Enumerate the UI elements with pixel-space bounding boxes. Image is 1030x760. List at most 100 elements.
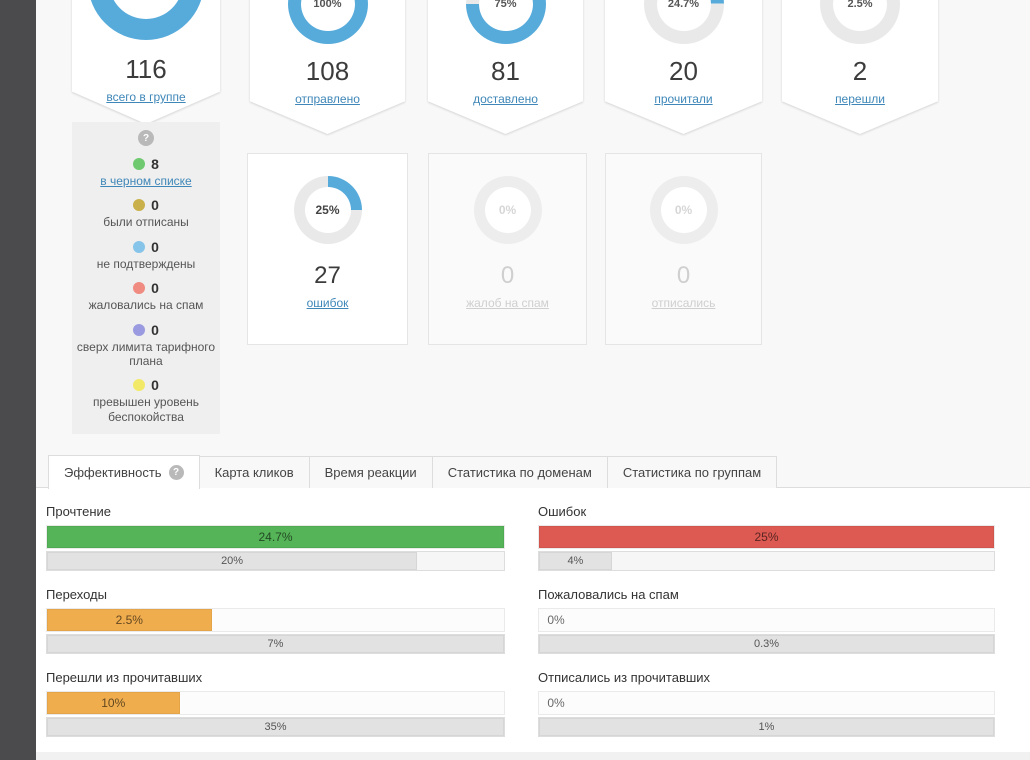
sent-link-wrap: отправлено [250,90,405,108]
errors-link[interactable]: ошибок [306,296,349,310]
bar-text-wrap: 35% [47,718,504,736]
summary-card-delivered: 75% 81 доставлено [428,0,583,134]
bar-value-label: 7% [267,638,284,650]
metric-spam-rate: Пожаловались на спам 0% 0.3% [538,587,995,654]
tab-group-stats[interactable]: Статистика по группам [606,456,778,488]
tab-label: Статистика по группам [622,465,762,480]
unsubscribed-count: 0 [676,262,691,289]
delivered-link[interactable]: доставлено [473,92,538,106]
summary-card-shape: 24.7% 20 прочитали [605,0,762,134]
legend-line: 8 [133,156,159,172]
sent-link[interactable]: отправлено [295,92,360,106]
bar-value-label: 4% [567,555,584,567]
bar-value-label: 10% [101,696,126,710]
legend-label: не подтверждены [96,256,196,271]
donut-percent-label: 24.7% [667,0,700,10]
summary-card-shape: 75% 81 доставлено [428,0,583,134]
legend-line: 0 [133,377,159,393]
legend-value: 0 [151,197,159,214]
help-icon[interactable]: ? [168,465,184,480]
bar-text-wrap: 7% [47,635,504,653]
summary-card-total: 116 всего в группе [72,0,220,124]
spam-rate-bar: 0% [538,608,995,632]
tab-reaction-time[interactable]: Время реакции [308,456,433,488]
bar-text-wrap: 0.3% [539,635,994,653]
bar-fill [47,635,504,653]
donut-percent-label: 2.5% [847,0,873,10]
bar-value-label: 25% [754,530,779,544]
summary-card-clicked: 2.5% 2 перешли [782,0,938,134]
tab-label: Время реакции [324,465,417,480]
metric-label: Переходы [46,587,107,602]
tab-effectiveness[interactable]: Эффективность ? [48,455,200,489]
legend-value: 0 [151,377,159,394]
legend-label: были отписаны [103,215,189,230]
spam-complaints-card: 0% 0 жалоб на спам [428,153,587,345]
summary-card-shape: 2.5% 2 перешли [782,0,938,134]
legend-value: 8 [151,156,159,172]
errors-card: 25% 27 ошибок [247,153,408,345]
legend-item-unconfirmed: 0 не подтверждены [76,239,216,271]
metrics-left-column: Прочтение 24.7% 20% Переходы [46,504,505,753]
delivered-link-wrap: доставлено [428,90,583,108]
errors-count: 27 [314,262,341,289]
bar-text-wrap: 1% [539,718,994,736]
metrics-right-column: Ошибок 25% 4% Пожаловались на спам [538,504,995,753]
donut-percent-label [88,0,204,40]
spam-rate-average-bar: 0.3% [538,634,995,654]
bar-value-label: 0% [547,696,565,710]
bar-value-label: 24.7% [258,530,293,544]
total-in-group-link[interactable]: всего в группе [106,90,186,104]
bar-value-label: 0% [547,613,565,627]
bar-fill [539,635,994,653]
bar-text-wrap: 0% [539,609,573,631]
footer-strip [36,752,1030,760]
bar-fill [47,609,212,631]
clicked-link[interactable]: перешли [835,92,885,106]
tab-click-map[interactable]: Карта кликов [198,456,310,488]
click-to-open-bar: 10% [46,691,505,715]
unsubscribed-card: 0% 0 отписались [605,153,762,345]
tab-label: Эффективность [64,465,162,480]
tab-domain-stats[interactable]: Статистика по доменам [431,456,608,488]
bar-value-label: 1% [758,721,775,733]
total-link-wrap: всего в группе [72,88,220,106]
legend-line: 0 [133,322,159,338]
read-link[interactable]: прочитали [654,92,713,106]
bar-fill [47,526,504,548]
clicked-donut-chart: 2.5% [820,0,900,44]
clicked-count: 2 [852,56,868,86]
legend-item-anxiety-level: 0 превышен уровень беспокойства [76,377,216,424]
legend-label: превышен уровень беспокойства [92,395,200,424]
help-icon[interactable]: ? [138,130,154,146]
spam-link[interactable]: жалоб на спам [466,296,549,310]
legend-line: 0 [133,239,159,255]
read-link-wrap: прочитали [605,90,762,108]
unsubscribed-donut-chart: 0% [649,176,718,244]
errors-donut-chart: 25% [293,176,362,244]
metric-label: Пожаловались на спам [538,587,679,602]
blacklist-link[interactable]: в черном списке [100,174,192,188]
read-rate-bar: 24.7% [46,525,505,549]
unsubscribed-dot-icon [133,199,146,212]
donut-percent-label: 0% [674,203,693,217]
bar-value-label: 2.5% [115,613,143,627]
donut-percent-label: 100% [313,0,342,10]
bar-fill [539,552,612,570]
bar-text-wrap: 25% [539,526,994,548]
report-main-area: 116 всего в группе 100% 108 отправлено [36,0,1030,760]
sent-donut-chart: 100% [287,0,368,44]
bar-value-label: 0.3% [753,638,780,650]
bar-fill [47,552,418,570]
click-to-open-average-bar: 35% [46,717,505,737]
spam-donut-chart: 0% [473,176,542,244]
metric-label: Перешли из прочитавших [46,670,203,685]
over-limit-dot-icon [133,323,146,336]
summary-card-read: 24.7% 20 прочитали [605,0,762,134]
total-donut-chart [88,0,204,40]
click-rate-bar: 2.5% [46,608,505,632]
bar-text-wrap: 2.5% [47,609,212,631]
unsubscribed-link[interactable]: отписались [651,296,716,310]
tab-label: Статистика по доменам [447,465,592,480]
legend-value: 0 [151,280,159,297]
